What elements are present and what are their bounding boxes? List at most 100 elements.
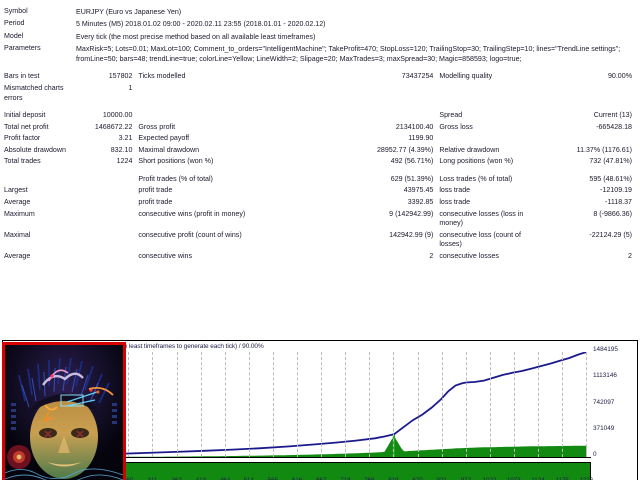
x-axis-tick-label: 1022 [483,477,497,480]
table-row: Bars in test 157802 Ticks modelled 73437254… [2,71,636,83]
row-value-3: 732 (47.81%) [589,157,632,166]
row-mid-label: Ticks modelled [138,72,186,81]
row-value-2: 492 (56.71%) [390,157,434,166]
row-right-label [437,83,527,104]
row-value-3 [528,133,636,145]
report-header-table: Symbol EURJPY (Euro vs Japanese Yen) Per… [2,6,636,65]
grid-line-vertical [345,352,347,457]
row-value-2: 2 [429,251,434,260]
grid-line-vertical [321,352,323,457]
row-value-2: 2134100.40 [395,122,434,131]
table-row: Maximal consecutive profit (count of wins… [2,230,636,251]
row-label-symbol: Symbol [4,7,28,15]
table-row: Mismatched charts errors 1 [2,83,636,104]
table-row: Profit factor 3.21 Expected payoff 1199.90 [2,133,636,145]
row-right-label: Long positions (won %) [439,157,514,166]
row-value-1 [74,185,136,197]
row-right-label: Modelling quality [439,72,493,81]
row-right-label: loss trade [439,198,471,207]
row-value-2: 9 (142942.99) [389,209,434,218]
grid-line-vertical [537,352,539,457]
row-label: Profit factor [4,134,41,143]
x-axis-tick-label: 921 [437,477,447,480]
row-mid-label [136,83,297,104]
y-axis-tick-label: 742097 [593,398,615,406]
row-right-label: Spread [439,111,463,120]
row-label: Total net profit [4,122,49,131]
row-value-symbol: EURJPY (Euro vs Japanese Yen) [76,8,182,16]
row-value-3: 595 (48.61%) [589,174,632,183]
grid-line-vertical [441,352,443,457]
row-mid-label: Maximal drawdown [138,145,200,154]
table-row: Average profit trade 3392.85 loss trade -111… [2,197,636,209]
row-value-3: 2 [628,251,632,260]
x-axis-tick-label: 1124 [531,477,544,480]
row-value-1 [74,197,136,209]
row-value-1: 1 [128,83,133,92]
row-value-3: -1118.37 [605,198,632,207]
row-mid-label: Short positions (won %) [138,157,214,166]
x-axis-tick-label: 768 [364,477,374,480]
table-row: Model Every tick (the most precise metho… [2,31,636,43]
row-value-period: 5 Minutes (M5) 2018.01.02 09:00 - 2020.0… [76,20,326,29]
row-right-label: consecutive losses [439,251,499,260]
grid-line-vertical [465,352,467,457]
row-mid-label [136,110,297,122]
x-axis-tick-label: 514 [244,477,254,480]
row-right-label: Gross loss [439,122,473,131]
x-axis-tick-label: 362 [171,477,181,480]
row-mid-label: consecutive wins (profit in money) [138,209,246,218]
grid-line-vertical [297,352,299,457]
x-axis-tick-label: 565 [268,477,278,480]
report-statistics-body: Bars in test 157802 Ticks modelled 73437254… [2,71,636,262]
row-value-3: Current (13) [593,111,632,120]
row-label: Maximal [4,230,31,239]
row-value-2: 629 (51.39%) [390,174,434,183]
row-mid-label: consecutive profit (count of wins) [138,230,242,239]
grid-line-vertical [513,352,515,457]
row-value-3: 8 (-9866.36) [593,209,632,218]
table-row: Largest profit trade 43975.45 loss trade -12… [2,185,636,197]
cyber-face-artwork-icon [5,345,123,480]
row-right-label: Relative drawdown [439,145,500,154]
grid-line-vertical [272,352,274,457]
row-label: Average [4,198,31,207]
y-axis-tick-label: 1113146 [593,372,617,380]
row-value-3: 90.00% [607,72,632,81]
x-axis-tick-label: 1073 [507,477,521,480]
row-value-2: 3392.85 [407,198,434,207]
grid-line-vertical [562,352,564,457]
chart-title: ...ost precise method based on all avail… [7,343,264,350]
x-axis-tick-label: 1226 [579,477,593,480]
table-row: Average consecutive wins 2 consecutive loss… [2,251,636,263]
row-value-2: 142942.99 (9) [389,230,434,239]
row-value-3: -22124.29 (5) [589,230,632,239]
table-row: Period 5 Minutes (M5) 2018.01.02 09:00 -… [2,18,636,30]
grid-line-vertical [489,352,491,457]
table-row: Maximum consecutive wins (profit in money… [2,209,636,230]
grid-line-vertical [200,352,202,457]
x-axis-tick-label: 311 [148,477,158,480]
row-label: Total trades [4,157,41,166]
volume-area [5,436,587,457]
intelligent-machine-logo [2,342,126,480]
row-value-1: 832.10 [110,145,133,154]
x-axis-tick-label: 819 [388,477,398,480]
chart-separator-band [5,457,591,463]
report-header-body: Symbol EURJPY (Euro vs Japanese Yen) Per… [2,6,636,65]
x-axis-tick-label: 413 [196,477,206,480]
row-value-1: 1224 [116,157,133,166]
row-label: Absolute drawdown [4,145,66,154]
table-row-parameters: Parameters MaxRisk=5; Lots=0.01; MaxLot=… [2,43,636,66]
grid-line-vertical [176,352,178,457]
grid-line-vertical [393,352,395,457]
grid-line-vertical [128,352,130,457]
strategy-tester-report-page: Symbol EURJPY (Euro vs Japanese Yen) Per… [0,6,640,480]
grid-line-vertical [586,352,588,457]
row-value-2: 1199.90 [408,134,434,143]
row-label: Average [4,251,31,260]
x-axis-tick-label: 616 [292,477,302,480]
x-axis-tick-label: 667 [316,477,326,480]
row-right-label [437,133,527,145]
row-value-2: 73437254 [401,72,434,81]
